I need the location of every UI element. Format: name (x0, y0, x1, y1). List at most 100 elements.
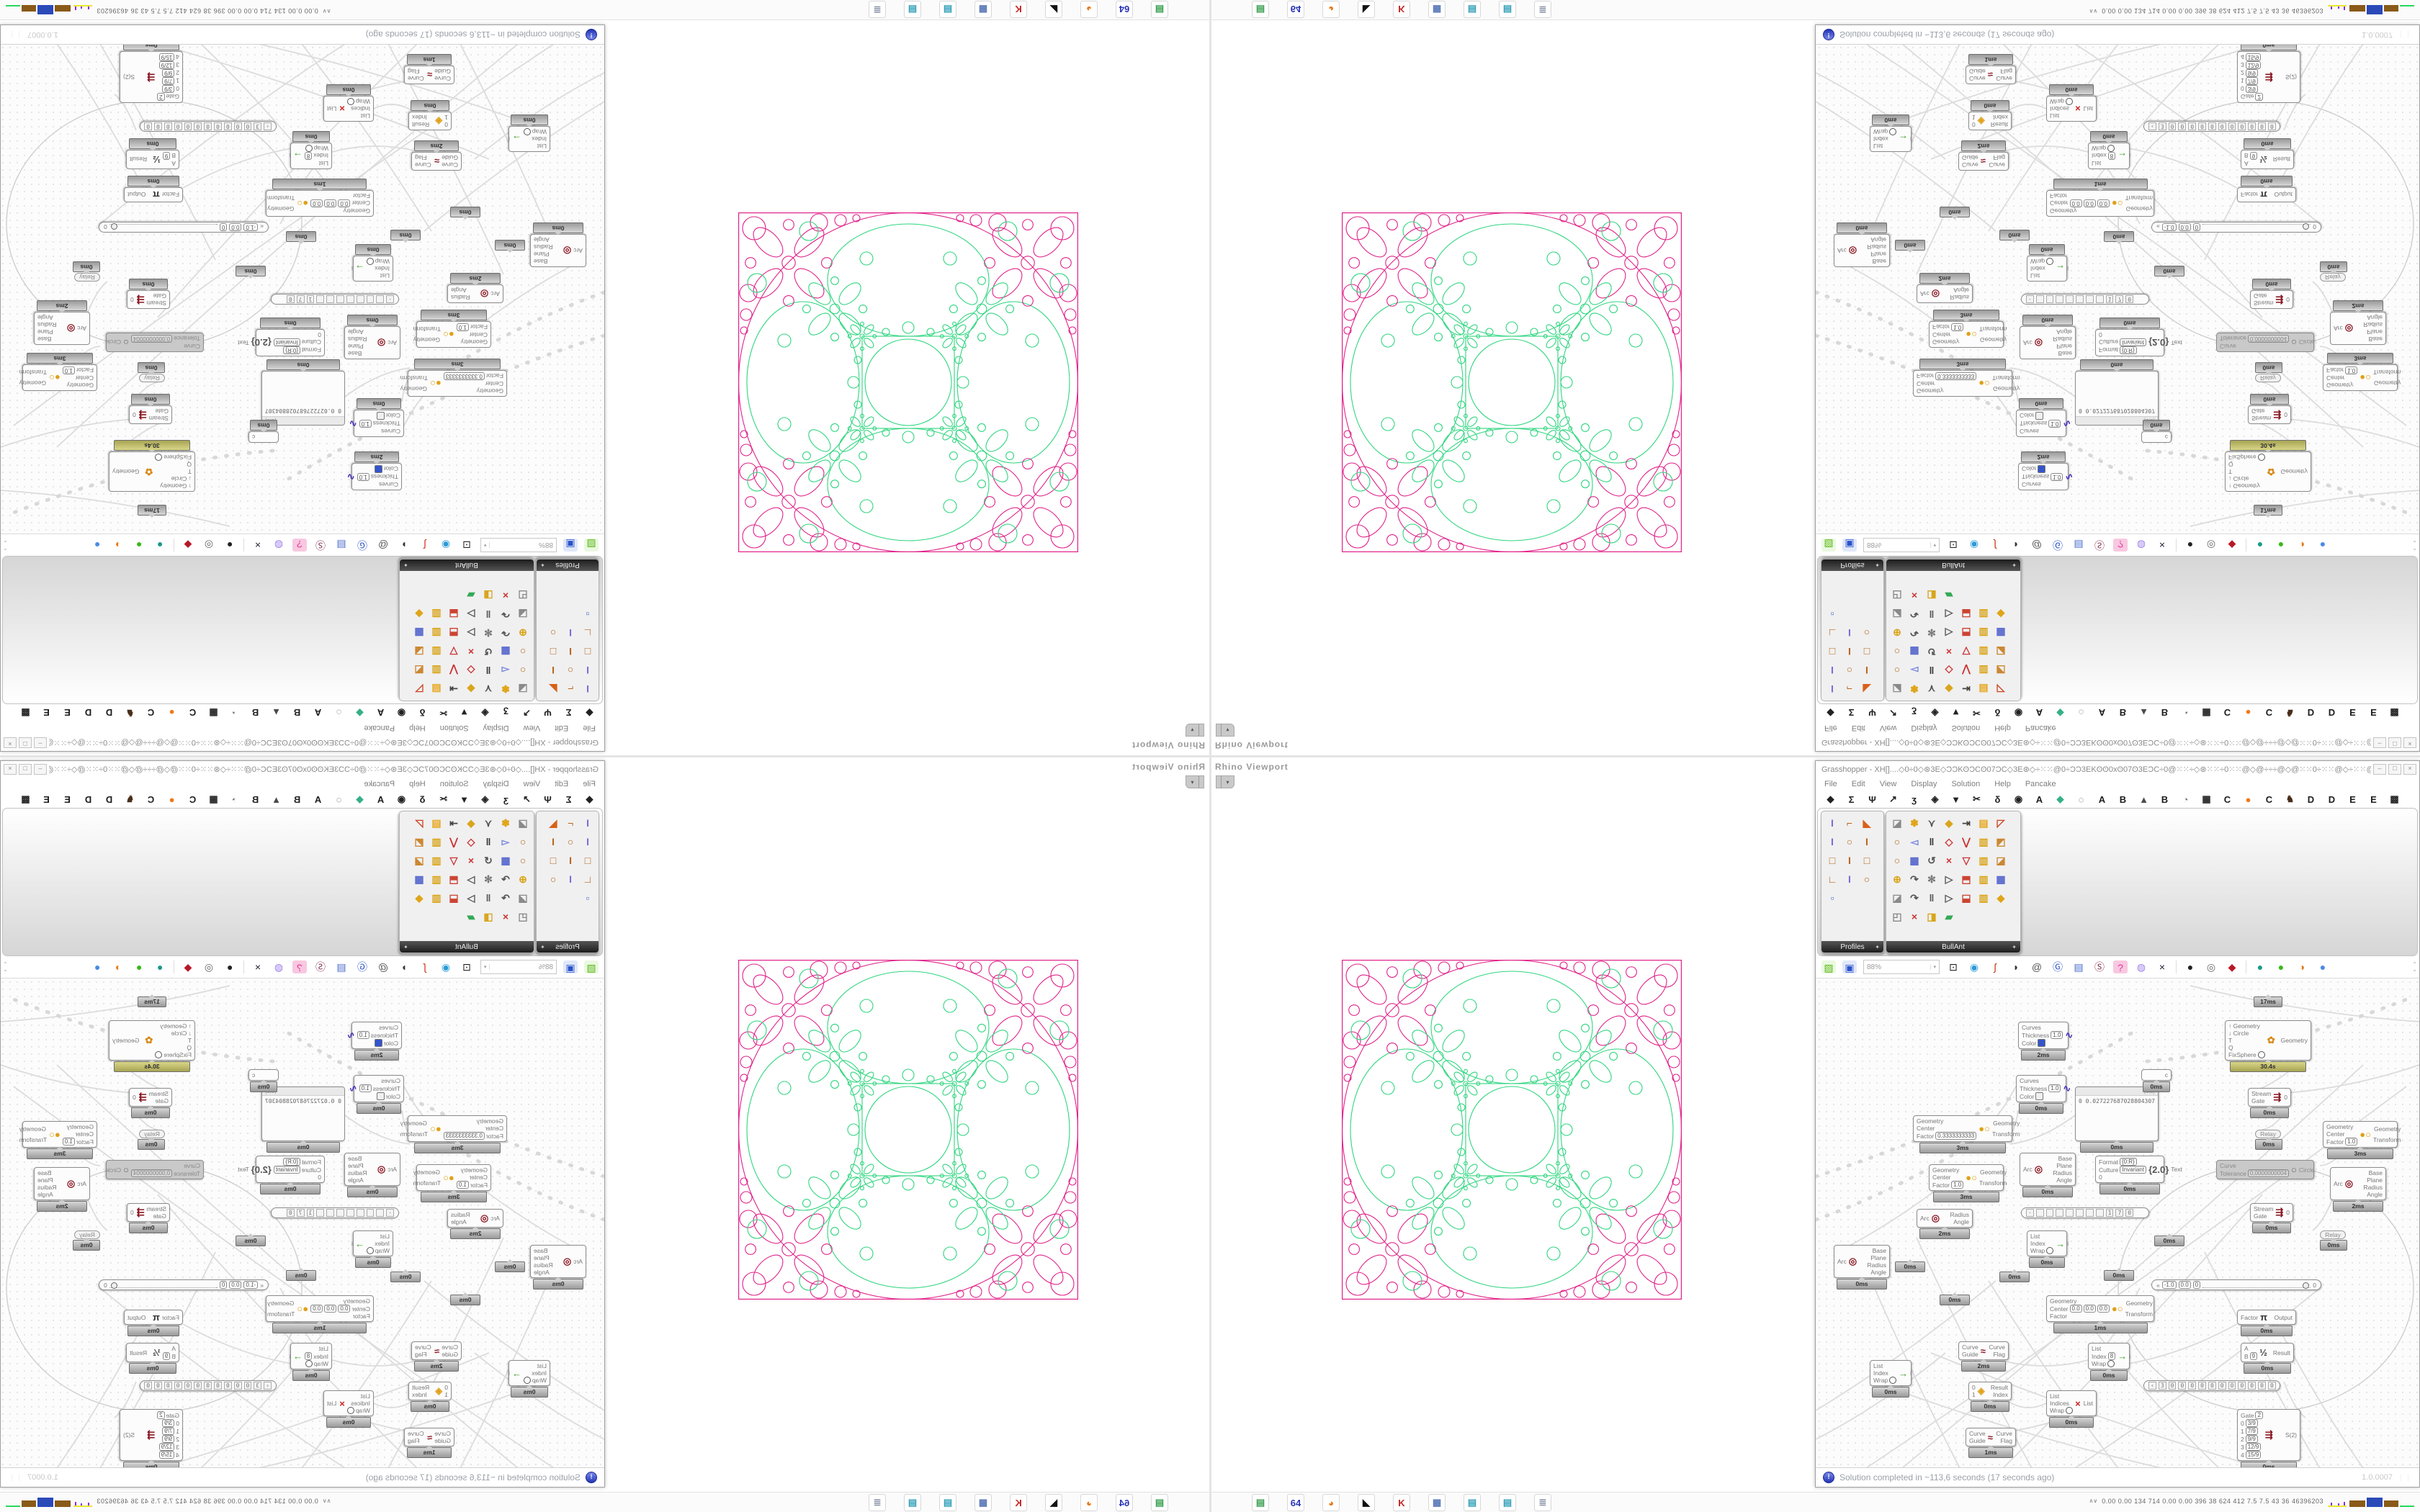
mode-orange-button[interactable]: ◑ (2298, 539, 2305, 551)
tab-leaf[interactable]: ◆ (2056, 793, 2064, 804)
file-manager-icon[interactable]: ▤ (1151, 1, 1168, 18)
component-icon[interactable]: ⊕ (1893, 627, 1901, 639)
component-icon[interactable]: ‖ (1929, 665, 1935, 676)
gh-node[interactable]: Format {0:R} Culture Invariant 0 {2.0} Text 0ms (2095, 1156, 2182, 1194)
gh-node[interactable]: List Index Wrap → i 0ms (351, 244, 393, 282)
gh-node[interactable]: Relay 0ms (138, 1130, 165, 1150)
component-icon[interactable]: ↺ (484, 854, 493, 866)
close-button[interactable]: × (4, 737, 17, 749)
gh-node[interactable]: Geometry Center Factor 1.0 ●○ Geometry Transfo… (1929, 1164, 2007, 1202)
gh-node[interactable]: Arc ◎ Base Plane Radius Angle 2ms (2330, 1167, 2386, 1212)
component-icon[interactable]: ▦ (501, 854, 511, 866)
preview-off-button[interactable]: ● (226, 539, 233, 551)
fox-bw-icon[interactable]: ◣ (1358, 1, 1375, 18)
menu-edit[interactable]: Edit (555, 779, 569, 788)
component-icon[interactable]: ◪ (1996, 646, 2006, 658)
gh-node[interactable]: List Indices Wrap × List 0ms (2046, 1390, 2097, 1428)
digit-segment[interactable]: 1 (306, 1209, 315, 1217)
component-icon[interactable]: □ (1863, 855, 1870, 866)
node-value-box[interactable]: 8 (2107, 1352, 2116, 1360)
digit-scroller[interactable]: ‹ 3 0 0 0 0 0 0 0 0 0 0 0 (2143, 1380, 2280, 1391)
gh-node[interactable]: Geometry Center Factor 1.0 ●○ Geometry Transfo… (2323, 353, 2401, 391)
zoom-extents-button[interactable]: ⊡ (1949, 539, 1958, 551)
node-value-box[interactable]: 9 (2249, 152, 2258, 160)
digit-segment[interactable]: 0 (233, 122, 242, 130)
tab-maths[interactable]: Σ (565, 793, 572, 805)
gh-node[interactable]: Stream Gate ⇶ 0 0ms (2248, 394, 2291, 424)
component-icon[interactable]: Ι (552, 665, 555, 676)
gh-node[interactable]: 0ms (2154, 1233, 2184, 1246)
node-value-box[interactable]: 7/9 (162, 77, 175, 85)
preview-wire-button[interactable]: ◎ (204, 961, 214, 973)
component-icon[interactable]: ↷ (1910, 891, 1919, 904)
digit-segment[interactable]: 7 (2115, 1209, 2124, 1217)
component-icon[interactable]: × (1945, 646, 1953, 657)
firefox-icon[interactable]: ◕ (1322, 1494, 1340, 1511)
tab-display[interactable]: ◉ (2014, 708, 2023, 719)
node-value-box[interactable]: 8 (304, 1352, 313, 1360)
gh-node[interactable]: Relay 0ms (2255, 1130, 2282, 1150)
grasshopper-titlebar[interactable]: Grasshopper - XH[]....◇0÷0◇⊛3E◇ƆƆKʘƆCʘ07… (1, 761, 604, 777)
component-icon[interactable]: ▤ (431, 683, 442, 696)
component-icon[interactable]: ✻ (1927, 873, 1936, 885)
digit-segment[interactable]: 0 (2258, 1382, 2266, 1390)
firefox-icon[interactable]: ◕ (1080, 1, 1098, 18)
gh-node[interactable]: Geometry Center Factor 1.0 ●○ Geometry Transfo… (413, 310, 491, 348)
component-icon[interactable]: ◰ (1892, 590, 1902, 602)
component-icon[interactable]: □ (584, 855, 591, 866)
tab-a2[interactable]: A (2098, 707, 2106, 719)
close-button[interactable]: × (2403, 737, 2416, 749)
component-icon[interactable]: ▤ (1978, 816, 1989, 829)
tab-sets[interactable]: Ψ (544, 793, 552, 805)
digit-segment[interactable]: 7 (2115, 295, 2124, 303)
slider-knob[interactable] (2303, 223, 2310, 230)
gh-node[interactable]: A B 9 ½ Result 0ms (126, 138, 179, 169)
digit-segment[interactable]: · (386, 1209, 394, 1217)
node-value-box[interactable]: 0.0 (338, 199, 351, 207)
tab-c1[interactable]: C (2223, 707, 2231, 719)
component-icon[interactable]: ○ (1846, 665, 1853, 676)
cluster-button[interactable]: @ (377, 961, 389, 973)
tab-sets[interactable]: Ψ (1868, 707, 1876, 719)
component-icon[interactable]: □ (1829, 646, 1836, 657)
tab-c2[interactable]: C (147, 793, 155, 805)
gh-node[interactable]: A B 9 ½ Result 0ms (126, 1343, 179, 1374)
tab-helmet[interactable]: ◔ (2182, 793, 2189, 805)
gh-node[interactable]: 0 1 ◈ Result Index 0ms (408, 1382, 452, 1412)
notepad2-icon[interactable]: ▤ (904, 1, 921, 18)
menu-help[interactable]: Help (409, 724, 426, 733)
digit-segment[interactable] (2085, 1209, 2094, 1217)
digit-segment[interactable]: 0 (243, 122, 252, 130)
component-icon[interactable]: ▰ (467, 590, 475, 602)
minimize-button[interactable]: – (34, 763, 47, 775)
menu-display[interactable]: Display (1911, 724, 1937, 733)
digit-segment[interactable] (346, 1209, 354, 1217)
gh-node[interactable]: Curves Thickness 1.0 Color ∿ 2ms (347, 1022, 402, 1061)
component-icon[interactable]: ⌐ (1846, 683, 1853, 695)
tab-mesh[interactable]: ▼ (1951, 707, 1960, 719)
tab-surface[interactable]: ◈ (481, 708, 489, 719)
component-icon[interactable]: Ι (1865, 836, 1868, 847)
gh-node[interactable]: Geometry Center Factor 1.0 ●○ Geometry Transfo… (19, 353, 97, 391)
balloon-button[interactable]: ◍ (2136, 961, 2146, 973)
gh-node[interactable]: 0ms (1895, 1259, 1925, 1272)
component-icon[interactable]: ◰ (1892, 910, 1902, 922)
node-value-box[interactable]: 8 (2107, 152, 2116, 160)
gh-node[interactable]: Gate 2 0 3/9 1 7/9 2 9/9 3 12/9 4 15/9 ⇶ S(2) 0ms (120, 45, 183, 103)
digit-segment[interactable]: ‹ (264, 122, 272, 130)
color-swatch[interactable] (376, 412, 385, 420)
digit-segment[interactable]: 0 (2267, 1382, 2276, 1390)
gh-node[interactable]: 17ms (138, 996, 166, 1007)
gh-node[interactable]: List Index Wrap → i 0ms (508, 114, 550, 152)
cluster-button[interactable]: @ (2031, 539, 2043, 551)
grasshopper-window[interactable]: Grasshopper - XH[]....◇0÷0◇⊛3E◇ƆƆKʘƆCʘ07… (1815, 760, 2420, 1488)
gh-node[interactable]: Arc ◎ Radius Angle 2ms (1917, 273, 1973, 303)
preview-shaded-button[interactable]: ◆ (184, 961, 192, 973)
notepad2-icon[interactable]: ▤ (904, 1494, 921, 1511)
component-icon[interactable]: ▤ (1978, 683, 1989, 696)
boolean-toggle[interactable] (346, 1407, 354, 1414)
component-icon[interactable]: ▥ (431, 627, 442, 639)
scroll-icon[interactable]: ≣ (869, 1494, 886, 1511)
gh-node[interactable]: Curve Tolerance 0,0000000004 ○ Circle (105, 1160, 204, 1179)
